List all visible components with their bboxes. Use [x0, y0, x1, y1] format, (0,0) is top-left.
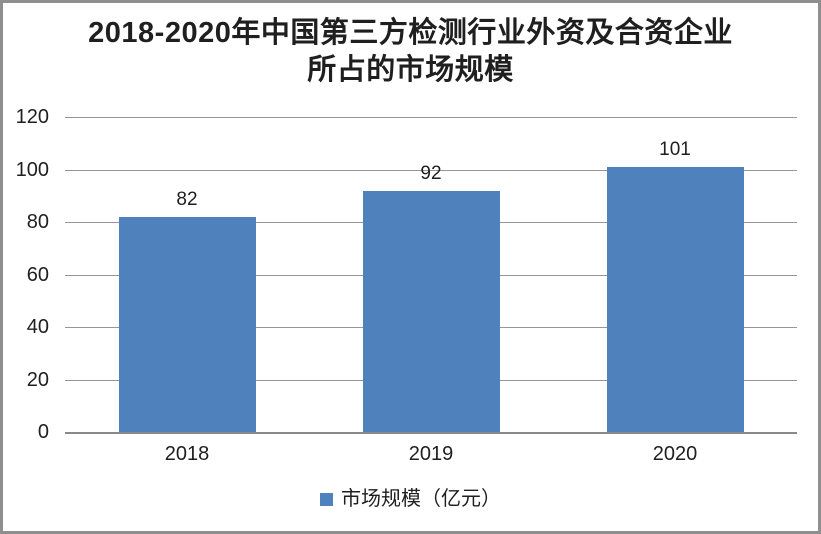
- y-axis-tick-label: 20: [26, 368, 49, 391]
- y-axis-tick-label: 0: [37, 421, 49, 443]
- bar-data-label: 101: [659, 138, 691, 160]
- bar-2019: [362, 190, 500, 432]
- chart-title-line1: 2018-2020年中国第三方检测行业外资及合资企业: [88, 17, 733, 49]
- legend-label: 市场规模（亿元）: [341, 488, 501, 510]
- chart-title: 2018-2020年中国第三方检测行业外资及合资企业 所占的市场规模: [3, 15, 818, 89]
- y-axis-tick-label: 100: [15, 158, 49, 181]
- legend-marker-icon: [320, 492, 333, 506]
- y-axis-tick-label: 120: [15, 106, 49, 128]
- gridline: [65, 169, 797, 171]
- y-axis-tick-label: 40: [26, 316, 49, 338]
- y-axis-tick-label: 60: [26, 263, 49, 286]
- chart-title-line2: 所占的市场规模: [307, 54, 514, 86]
- plot-area: 82 2018 92 2019 101 2020: [65, 117, 797, 465]
- x-axis-tick-label: 2020: [652, 443, 698, 465]
- bar-2020: [606, 166, 744, 432]
- bar-2018: [118, 216, 256, 432]
- x-axis-tick-label: 2018: [164, 443, 210, 465]
- bar-data-label: 82: [176, 188, 198, 210]
- gridline: [65, 117, 797, 118]
- bar-data-label: 92: [420, 162, 442, 184]
- y-axis-tick-label: 80: [26, 211, 49, 233]
- y-axis-labels: 0 20 40 60 80 100 120: [3, 3, 49, 531]
- legend: 市场规模（亿元）: [3, 486, 818, 512]
- x-axis-tick-label: 2019: [408, 443, 454, 465]
